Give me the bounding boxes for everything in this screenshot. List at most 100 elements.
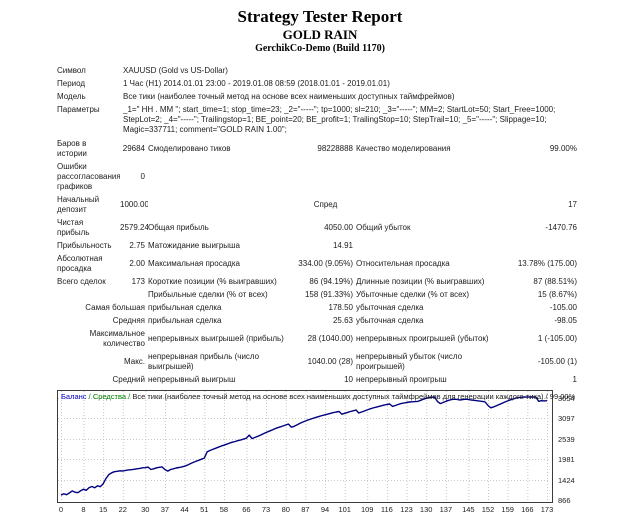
- x-axis-label: 15: [98, 505, 108, 514]
- x-axis-label: 22: [118, 505, 127, 514]
- x-axis-label: 137: [439, 505, 453, 514]
- legend-separator: /: [126, 392, 133, 401]
- stats-cell: 178.50: [328, 303, 353, 312]
- x-axis-label: 109: [360, 505, 374, 514]
- stats-cell: Всего сделок: [57, 277, 106, 286]
- stats-cell: -1470.76: [545, 223, 577, 232]
- stats-cell: убыточная сделка: [356, 303, 424, 312]
- info-label: Период: [57, 79, 86, 88]
- stats-cell: 158 (91.33%): [304, 290, 353, 299]
- stats-cell: [148, 193, 298, 216]
- stats-row: Самая большая прибыльная сделка 178.50 убыт…: [57, 301, 580, 314]
- stats-cell: Максимальное количество: [89, 329, 145, 348]
- stats-row: Ошибки рассогласования графиков 0: [57, 160, 580, 193]
- stats-cell: 4050.00: [324, 223, 353, 232]
- stats-cell: Ошибки рассогласования графиков: [57, 162, 120, 191]
- stats-cell: [298, 160, 356, 193]
- x-axis-label: 58: [219, 505, 229, 514]
- x-axis-label: 73: [261, 505, 271, 514]
- stats-cell: 29684: [122, 144, 145, 153]
- stats-cell: непрерывный убыток (число проигрышей): [356, 352, 463, 371]
- stats-cell: 1: [572, 375, 577, 384]
- x-axis-label: 37: [160, 505, 170, 514]
- x-axis-label: 145: [462, 505, 475, 514]
- stats-cell: Относительная просадка: [356, 259, 450, 268]
- stats-cell: 14.91: [332, 241, 353, 250]
- x-axis-label: 8: [81, 505, 86, 514]
- stats-cell: 17: [568, 200, 577, 209]
- stats-cell: непрерывная прибыль (число выигрышей): [148, 352, 260, 371]
- y-axis-label: 866: [558, 496, 571, 505]
- stats-row: Абсолютная просадка 2.00 Максимальная прос…: [57, 252, 580, 275]
- stats-cell: Начальный депозит: [57, 195, 100, 214]
- stats-row: Прибыльность 2.75 Матожидание выигрыша 14.9…: [57, 239, 580, 252]
- info-label: Символ: [57, 66, 86, 75]
- info-label: Параметры: [57, 105, 100, 114]
- x-axis-label: 159: [501, 505, 514, 514]
- legend-separator: /: [86, 392, 93, 401]
- stats-cell: Макс.: [123, 357, 145, 366]
- stats-cell: Качество моделирования: [356, 144, 451, 153]
- stats-cell: -105.00 (1): [537, 357, 577, 366]
- stats-cell: [356, 239, 511, 252]
- stats-cell: 1 (-105.00): [537, 334, 577, 343]
- report-title: Strategy Tester Report: [237, 7, 403, 26]
- stats-cell: 25.63: [332, 316, 353, 325]
- info-value: 1 Час (H1) 2014.01.01 23:00 - 2019.01.08…: [123, 79, 390, 88]
- stats-cell: 13.78% (175.00): [517, 259, 577, 268]
- stats-cell: Матожидание выигрыша: [148, 241, 240, 250]
- info-value: _1=" HH . MM "; start_time=1; stop_time=…: [123, 105, 556, 134]
- legend-equity: Средства: [92, 392, 127, 401]
- stats-cell: [57, 288, 148, 301]
- stats-cell: Абсолютная просадка: [57, 254, 103, 273]
- stats-cell: Прибыльные сделки (% от всех): [148, 290, 268, 299]
- balance-curve-svg: [58, 391, 550, 501]
- stats-cell: 10: [344, 375, 353, 384]
- stats-cell: Короткие позиции (% выигравших): [148, 277, 277, 286]
- stats-row: Чистая прибыль 2579.24 Общая прибыль 4050.0…: [57, 216, 580, 239]
- x-axis-label: 87: [301, 505, 310, 514]
- info-label: Модель: [57, 92, 86, 101]
- stats-cell: 1000.00: [120, 200, 148, 209]
- stats-cell: Прибыльность: [57, 241, 112, 250]
- info-row: Период 1 Час (H1) 2014.01.01 23:00 - 2019…: [57, 77, 585, 90]
- stats-cell: [356, 193, 511, 216]
- stats-cell: 28 (1040.00): [307, 334, 353, 343]
- stats-cell: 1040.00 (28): [307, 357, 353, 366]
- y-axis-label: 1981: [558, 455, 575, 464]
- stats-cell: Самая большая: [85, 303, 145, 312]
- balance-chart: Баланс / Средства / Все тики (наиболее т…: [57, 390, 632, 518]
- info-row: Модель Все тики (наиболее точный метод на…: [57, 90, 585, 103]
- test-stats-table: Баров в истории 29684 Смоделировано тиков 9…: [57, 137, 580, 386]
- stats-cell: 2.00: [129, 259, 145, 268]
- chart-legend: Баланс / Средства / Все тики (наиболее т…: [61, 392, 575, 401]
- ea-name: GOLD RAIN: [282, 27, 358, 42]
- x-axis-label: 80: [281, 505, 290, 514]
- x-axis-label: 94: [320, 505, 330, 514]
- stats-cell: Баров в истории: [57, 139, 87, 158]
- x-axis-label: 166: [521, 505, 534, 514]
- stats-cell: Максимальная просадка: [148, 259, 240, 268]
- stats-cell: убыточная сделка: [356, 316, 424, 325]
- server-build: GerchikCo-Demo (Build 1170): [255, 43, 385, 54]
- stats-cell: Средняя: [112, 316, 145, 325]
- info-value: Все тики (наиболее точный метод на основ…: [123, 92, 455, 101]
- stats-row: Макс. непрерывная прибыль (число выигрыше…: [57, 350, 580, 373]
- stats-cell: непрерывных выигрышей (прибыль): [148, 334, 284, 343]
- stats-cell: 2.75: [129, 241, 145, 250]
- x-axis-label: 173: [540, 505, 554, 514]
- stats-cell: 86 (94.19%): [309, 277, 353, 286]
- stats-cell: прибыльная сделка: [148, 316, 222, 325]
- stats-cell: 2579.24: [120, 223, 148, 232]
- x-axis-label: 123: [400, 505, 413, 514]
- stats-cell: 173: [131, 277, 145, 286]
- stats-row: Начальный депозит 1000.00 Спред 17: [57, 193, 580, 216]
- stats-cell: Общий убыток: [356, 223, 411, 232]
- stats-row: Средний непрерывный выигрыш 10 непрерывный …: [57, 373, 580, 386]
- stats-cell: [511, 239, 580, 252]
- stats-cell: 99.00%: [549, 144, 577, 153]
- x-axis-label: 0: [58, 505, 64, 514]
- stats-cell: 87 (88.51%): [533, 277, 577, 286]
- stats-cell: Убыточные сделки (% от всех): [356, 290, 470, 299]
- stats-cell: [148, 160, 298, 193]
